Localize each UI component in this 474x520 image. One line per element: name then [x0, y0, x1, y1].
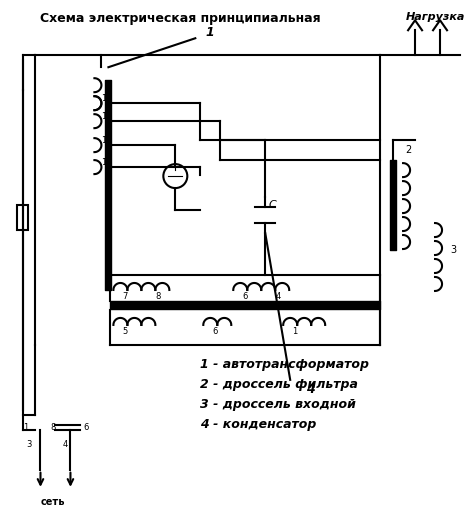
- Text: 7: 7: [122, 292, 128, 301]
- Bar: [17, 205, 28, 230]
- Text: 10: 10: [101, 112, 112, 121]
- Text: 12: 12: [101, 158, 112, 166]
- Text: 5: 5: [122, 327, 128, 336]
- Text: 3 - дроссель входной: 3 - дроссель входной: [201, 398, 356, 411]
- Text: Нагрузка: Нагрузка: [405, 12, 465, 22]
- Text: 1: 1: [206, 26, 215, 39]
- Text: 6: 6: [242, 292, 247, 301]
- Text: 4: 4: [306, 383, 315, 396]
- Text: 8: 8: [155, 292, 161, 301]
- Text: Схема электрическая принципиальная: Схема электрическая принципиальная: [40, 12, 320, 25]
- Text: 1: 1: [292, 327, 298, 336]
- Text: 4: 4: [275, 292, 281, 301]
- Text: 4: 4: [63, 440, 68, 449]
- Text: 1 - автотрансформатор: 1 - автотрансформатор: [201, 358, 369, 371]
- Text: 4 - конденсатор: 4 - конденсатор: [201, 418, 317, 431]
- Text: C: C: [268, 200, 276, 210]
- Text: 8: 8: [50, 423, 56, 432]
- Text: 2 - дроссель фильтра: 2 - дроссель фильтра: [201, 379, 358, 392]
- Text: 2: 2: [405, 145, 411, 155]
- Text: 1: 1: [23, 423, 28, 432]
- Text: 6: 6: [83, 423, 89, 432]
- Text: 3: 3: [450, 245, 456, 255]
- Text: 11: 11: [101, 136, 112, 145]
- Text: 3: 3: [26, 440, 31, 449]
- Text: сеть: сеть: [40, 497, 65, 506]
- Text: 14: 14: [101, 94, 112, 102]
- Text: 6: 6: [212, 327, 218, 336]
